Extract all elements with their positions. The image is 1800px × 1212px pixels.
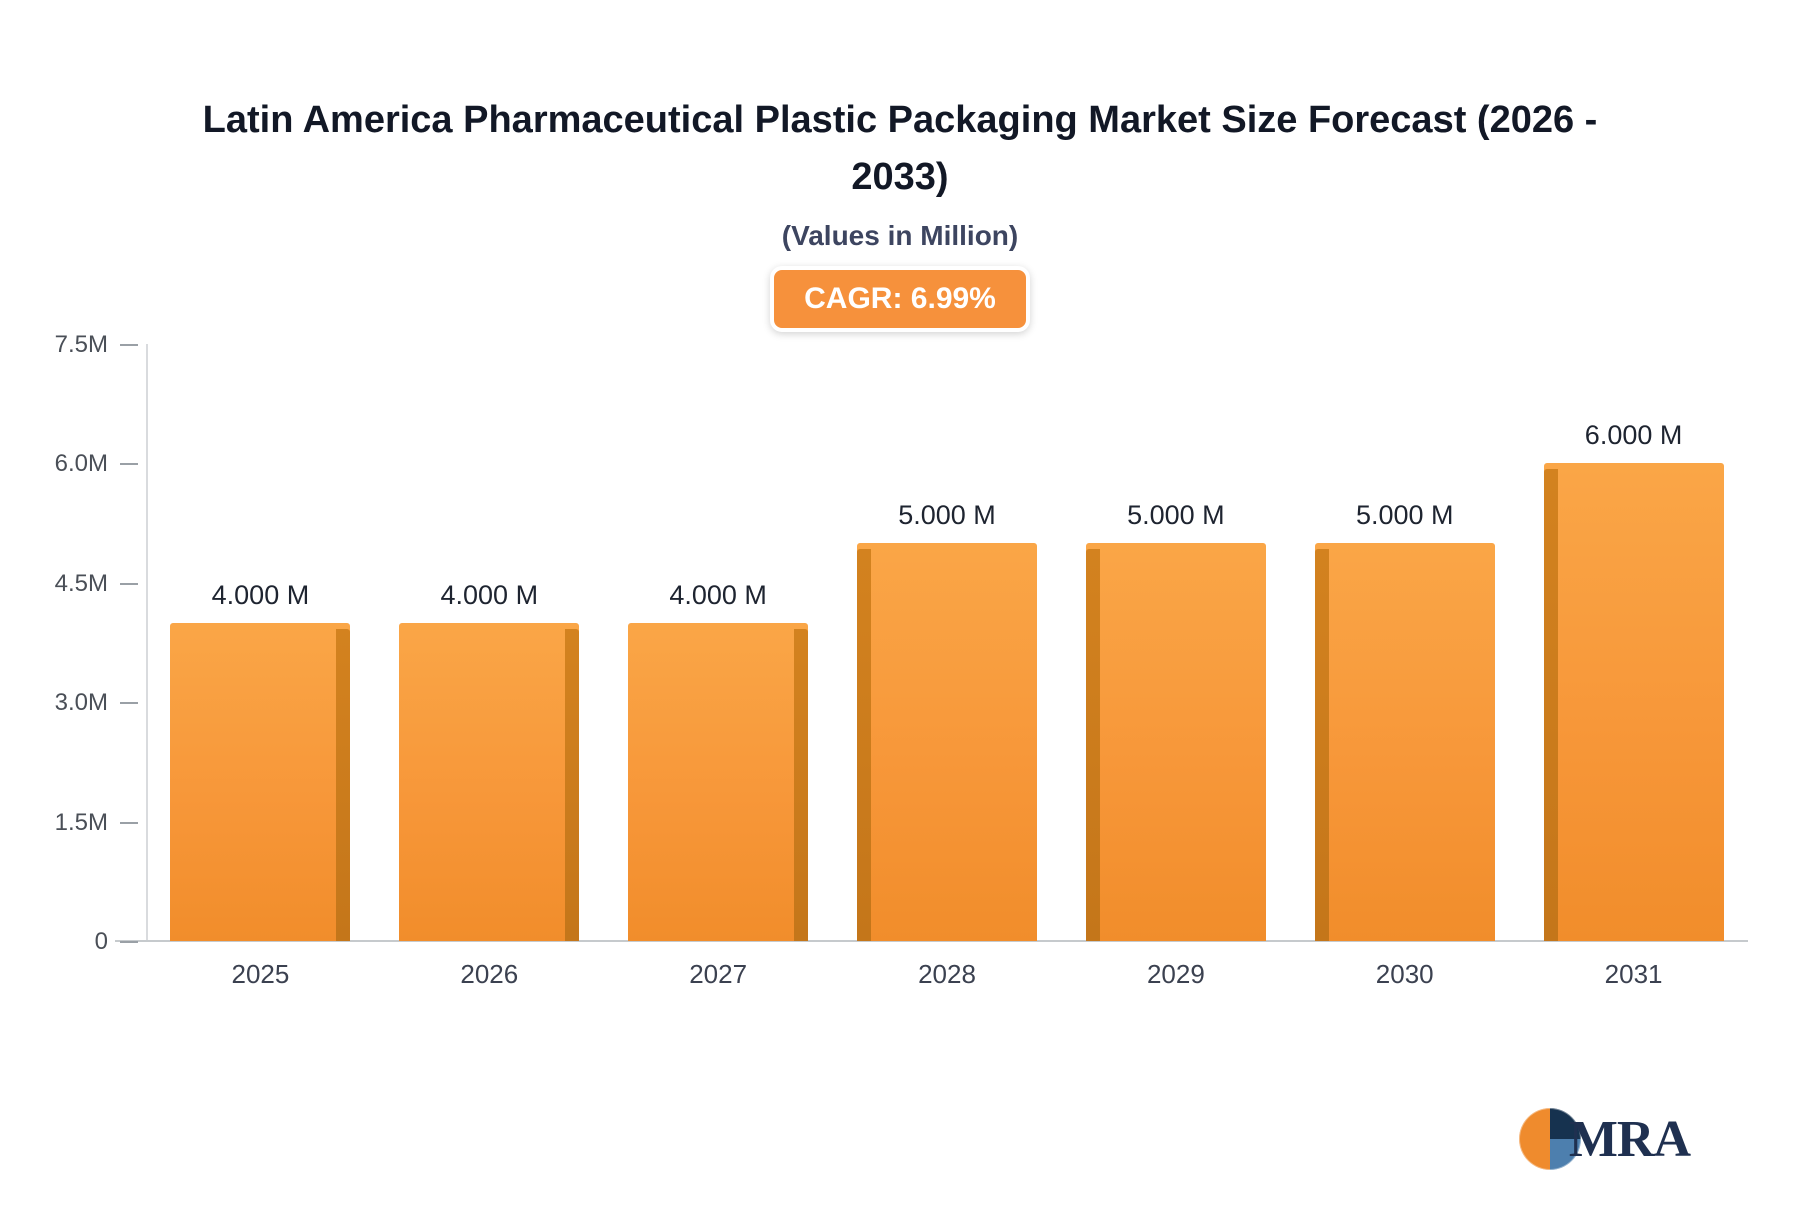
bar-slot: 4.000 M 2026 [375, 344, 604, 989]
bar-value-label: 5.000 M [898, 500, 996, 530]
y-tick: 4.5M [55, 570, 138, 598]
y-tick-mark [120, 463, 138, 466]
y-tick: 1.5M [55, 809, 138, 837]
mra-logo: MRA [1518, 1108, 1691, 1170]
bar-2027 [628, 622, 809, 942]
bar-2026 [399, 622, 580, 942]
chart-title: Latin America Pharmaceutical Plastic Pac… [202, 99, 1598, 198]
bar-2030 [1314, 543, 1495, 941]
y-tick: 0 [95, 928, 138, 956]
y-tick-label: 6.0M [54, 450, 108, 478]
y-tick-label: 1.5M [54, 808, 108, 836]
bar-value-label: 6.000 M [1584, 420, 1683, 451]
bar-slot: 6.000 M 2031 [1519, 344, 1748, 989]
x-axis-label: 2029 [1146, 959, 1205, 989]
bar-2025 [170, 622, 351, 942]
y-tick-label: 4.5M [54, 569, 108, 597]
y-tick-label: 3.0M [54, 689, 108, 717]
x-axis-label: 2026 [460, 959, 519, 989]
bar-value-label: 4.000 M [440, 579, 539, 610]
bar-2031 [1543, 463, 1724, 941]
y-axis-line [146, 344, 148, 941]
mra-logo-text: MRA [1568, 1110, 1691, 1168]
chart-subtitle: (Values in Million) [781, 220, 1019, 251]
y-tick-label: 7.5M [54, 331, 108, 358]
x-axis-label: 2025 [231, 959, 290, 989]
chart-header: Latin America Pharmaceutical Plastic Pac… [0, 92, 1800, 332]
bar-value-label: 5.000 M [1355, 500, 1454, 530]
y-tick: 3.0M [55, 689, 138, 717]
y-tick-label: 0 [94, 928, 108, 955]
bar-value-label: 5.000 M [1127, 500, 1225, 530]
x-axis-label: 2030 [1375, 959, 1434, 989]
y-tick-mark [120, 582, 138, 585]
x-axis-label: 2031 [1604, 959, 1663, 989]
bar-slot: 5.000 M 2030 [1290, 344, 1519, 989]
bar-2029 [1085, 543, 1266, 941]
y-tick: 6.0M [55, 450, 138, 478]
bar-slot: 5.000 M 2029 [1061, 344, 1290, 989]
bar-2028 [857, 543, 1037, 941]
bar-slot: 4.000 M 2025 [146, 344, 375, 989]
mra-logo-icon [1518, 1108, 1581, 1170]
bar-slot: 5.000 M 2028 [833, 344, 1062, 989]
bars-container: 4.000 M 2025 4.000 M 2026 4.000 M 2027 5.000 M… [146, 344, 1748, 989]
y-tick-mark [120, 941, 138, 943]
y-tick-mark [120, 702, 138, 705]
x-axis-line [115, 940, 1748, 942]
cagr-badge: CAGR: 6.99% [770, 266, 1030, 332]
bar-slot: 4.000 M 2027 [604, 344, 833, 989]
plot-area: 0 1.5M 3.0M 4.5M 6.0M 7.5M 4.000 M 2025 4.000 M… [55, 331, 1748, 989]
x-axis-label: 2027 [689, 959, 748, 989]
bar-value-label: 4.000 M [211, 579, 310, 610]
y-tick: 7.5M [55, 331, 138, 359]
x-axis-label: 2028 [918, 959, 976, 989]
bar-value-label: 4.000 M [669, 579, 767, 610]
y-tick-mark [120, 821, 138, 824]
y-tick-mark [120, 344, 138, 346]
